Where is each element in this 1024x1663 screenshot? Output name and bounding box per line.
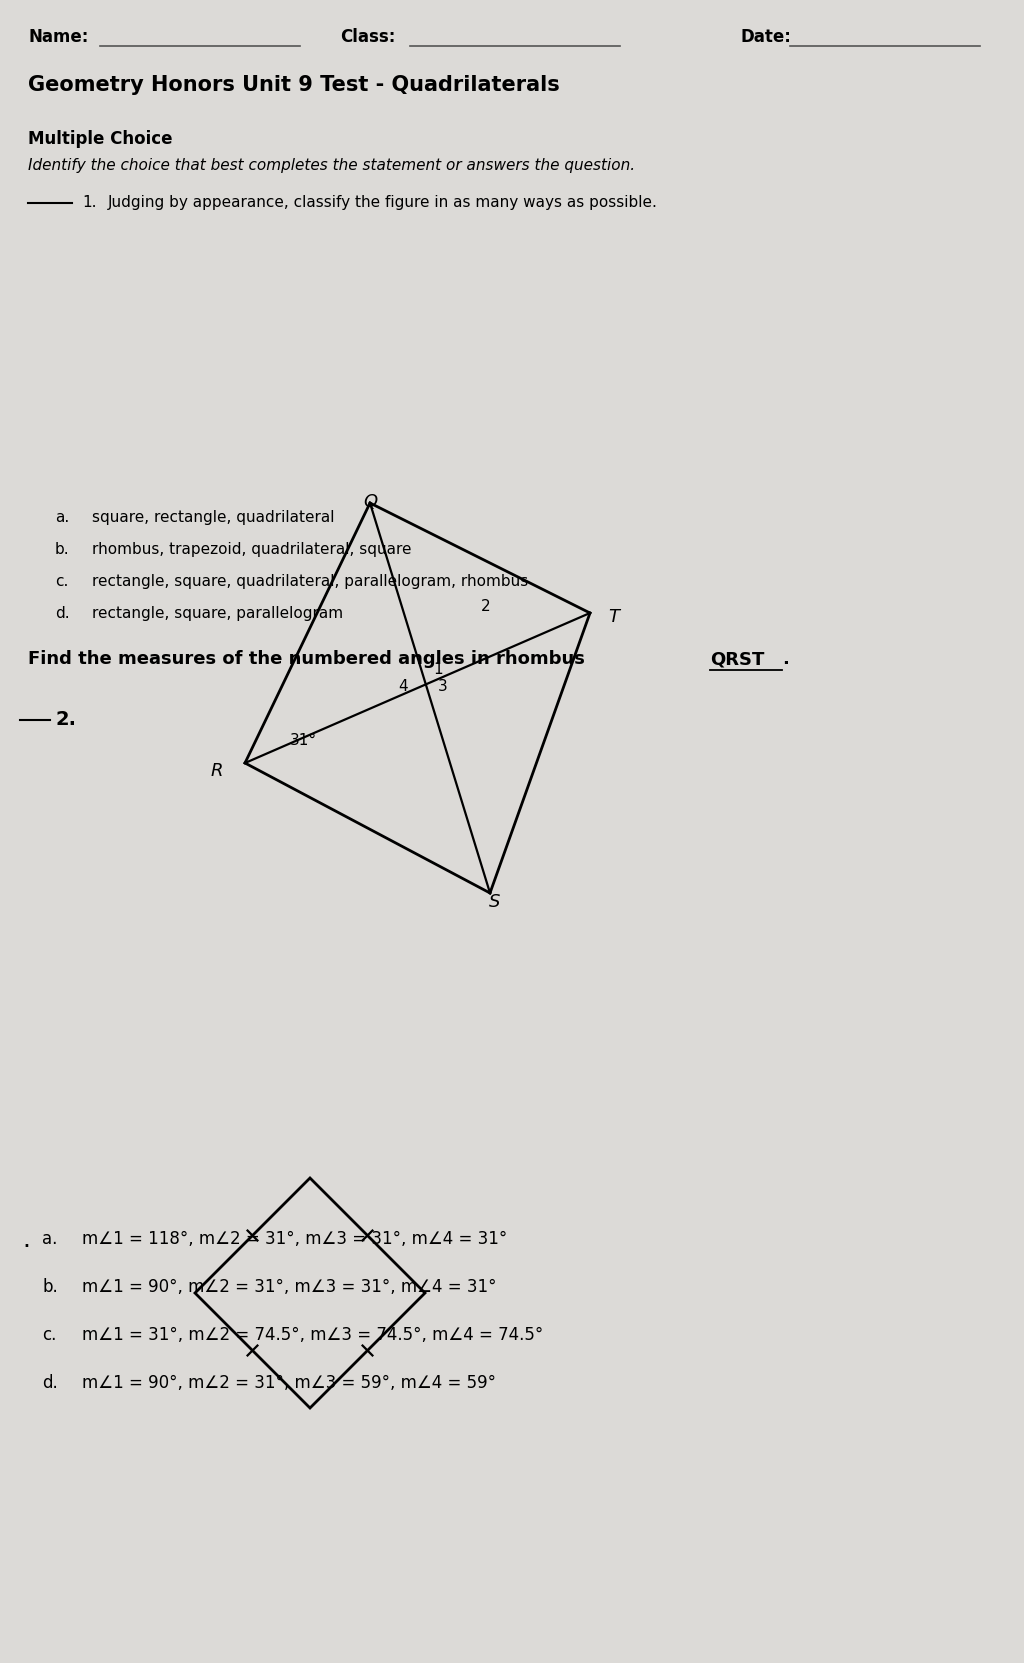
Text: Judging by appearance, classify the figure in as many ways as possible.: Judging by appearance, classify the figu… [108,195,657,210]
Text: Class:: Class: [340,28,395,47]
Text: Name:: Name: [28,28,88,47]
Text: rectangle, square, quadrilateral, parallelogram, rhombus: rectangle, square, quadrilateral, parall… [92,574,528,589]
Text: Find the measures of the numbered angles in rhombus: Find the measures of the numbered angles… [28,650,591,669]
Text: QRST: QRST [710,650,764,669]
Text: rhombus, trapezoid, quadrilateral, square: rhombus, trapezoid, quadrilateral, squar… [92,542,412,557]
Text: square, rectangle, quadrilateral: square, rectangle, quadrilateral [92,511,335,526]
Text: Q: Q [362,492,377,511]
Text: 4: 4 [398,680,408,695]
Text: b.: b. [55,542,70,557]
Text: c.: c. [42,1325,56,1344]
Text: Date:: Date: [740,28,791,47]
Text: Identify the choice that best completes the statement or answers the question.: Identify the choice that best completes … [28,158,635,173]
Text: R: R [211,762,223,780]
Text: c.: c. [55,574,69,589]
Text: Multiple Choice: Multiple Choice [28,130,172,148]
Text: m∠1 = 90°, m∠2 = 31°, m∠3 = 59°, m∠4 = 59°: m∠1 = 90°, m∠2 = 31°, m∠3 = 59°, m∠4 = 5… [82,1374,496,1392]
Text: m∠1 = 118°, m∠2 = 31°, m∠3 = 31°, m∠4 = 31°: m∠1 = 118°, m∠2 = 31°, m∠3 = 31°, m∠4 = … [82,1231,507,1247]
Text: rectangle, square, parallelogram: rectangle, square, parallelogram [92,605,343,620]
Text: 1: 1 [434,662,443,677]
Text: 3: 3 [438,680,447,695]
Text: 31°: 31° [290,733,317,748]
Text: 1.: 1. [82,195,96,210]
Text: S: S [489,893,501,911]
Text: d.: d. [42,1374,57,1392]
Text: a.: a. [55,511,70,526]
Text: d.: d. [55,605,70,620]
Text: T: T [608,609,618,625]
Text: m∠1 = 90°, m∠2 = 31°, m∠3 = 31°, m∠4 = 31°: m∠1 = 90°, m∠2 = 31°, m∠3 = 31°, m∠4 = 3… [82,1277,497,1295]
Text: .: . [782,650,788,669]
Text: a.: a. [42,1231,57,1247]
Text: b.: b. [42,1277,57,1295]
Text: 2: 2 [481,599,490,614]
Text: Geometry Honors Unit 9 Test - Quadrilaterals: Geometry Honors Unit 9 Test - Quadrilate… [28,75,560,95]
Text: m∠1 = 31°, m∠2 = 74.5°, m∠3 = 74.5°, m∠4 = 74.5°: m∠1 = 31°, m∠2 = 74.5°, m∠3 = 74.5°, m∠4… [82,1325,544,1344]
Text: .: . [22,1227,30,1252]
Text: 2.: 2. [55,710,76,728]
